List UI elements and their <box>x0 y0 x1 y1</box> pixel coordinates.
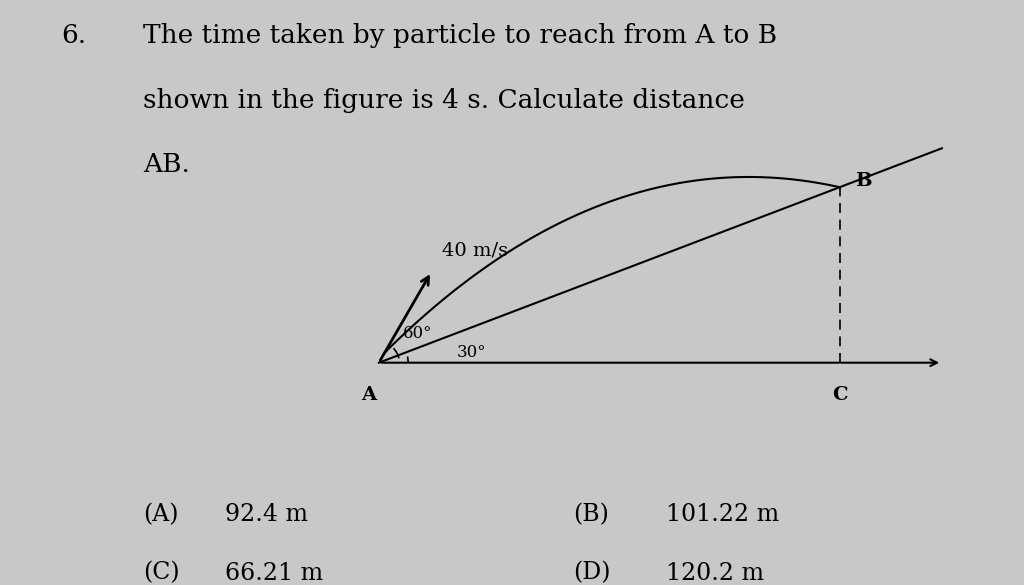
Text: (D): (D) <box>573 562 611 584</box>
Text: 101.22 m: 101.22 m <box>666 503 778 526</box>
Text: 6.: 6. <box>61 23 87 49</box>
Text: 92.4 m: 92.4 m <box>225 503 308 526</box>
Text: AB.: AB. <box>143 152 190 177</box>
Text: The time taken by particle to reach from A to B: The time taken by particle to reach from… <box>143 23 777 49</box>
Text: (C): (C) <box>143 562 180 584</box>
Text: 30°: 30° <box>457 343 486 360</box>
Text: 120.2 m: 120.2 m <box>666 562 764 584</box>
Text: C: C <box>831 386 848 404</box>
Text: shown in the figure is 4 s. Calculate distance: shown in the figure is 4 s. Calculate di… <box>143 88 745 113</box>
Text: 40 m/s: 40 m/s <box>441 242 508 260</box>
Text: (B): (B) <box>573 503 609 526</box>
Text: A: A <box>361 386 376 404</box>
Text: 60°: 60° <box>403 325 433 342</box>
Text: B: B <box>855 173 871 190</box>
Text: (A): (A) <box>143 503 179 526</box>
Text: 66.21 m: 66.21 m <box>225 562 324 584</box>
